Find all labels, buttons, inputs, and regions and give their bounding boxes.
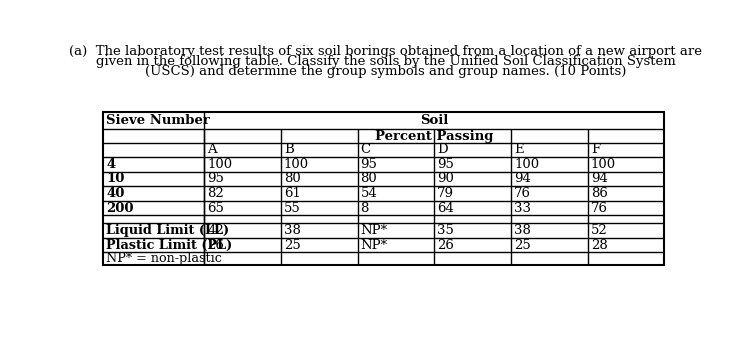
Text: 100: 100 [591,158,616,171]
Text: 86: 86 [591,187,608,200]
Text: Percent Passing: Percent Passing [375,130,493,142]
Text: 82: 82 [207,187,224,200]
Text: 94: 94 [591,172,608,185]
Text: 200: 200 [106,202,134,215]
Text: 25: 25 [514,238,531,252]
Text: E: E [514,144,523,156]
Text: 38: 38 [284,224,301,237]
Text: 55: 55 [284,202,301,215]
Text: Soil: Soil [420,114,448,127]
Text: Liquid Limit (LL): Liquid Limit (LL) [106,224,229,237]
Text: 65: 65 [207,202,224,215]
Text: 33: 33 [514,202,531,215]
Text: (a)  The laboratory test results of six soil borings obtained from a location of: (a) The laboratory test results of six s… [69,45,702,58]
Text: 100: 100 [207,158,232,171]
Text: D: D [438,144,448,156]
Text: 94: 94 [514,172,531,185]
Text: 54: 54 [361,187,378,200]
Text: F: F [591,144,600,156]
Text: Plastic Limit (PL): Plastic Limit (PL) [106,238,232,252]
Text: 95: 95 [207,172,224,185]
Text: 76: 76 [591,202,608,215]
Text: 95: 95 [438,158,454,171]
Text: 42: 42 [207,224,224,237]
Text: 80: 80 [361,172,378,185]
Text: 26: 26 [207,238,224,252]
Text: 40: 40 [106,187,125,200]
Text: 64: 64 [438,202,454,215]
Text: 90: 90 [438,172,454,185]
Text: 8: 8 [361,202,369,215]
Text: C: C [361,144,371,156]
Text: 4: 4 [106,158,116,171]
Text: 79: 79 [438,187,454,200]
Text: 76: 76 [514,187,531,200]
Text: 52: 52 [591,224,608,237]
Text: 100: 100 [284,158,309,171]
Text: NP*: NP* [361,238,388,252]
Text: given in the following table. Classify the soils by the Unified Soil Classificat: given in the following table. Classify t… [96,55,675,68]
Text: NP*: NP* [361,224,388,237]
Text: 35: 35 [438,224,454,237]
Text: 80: 80 [284,172,301,185]
Text: (USCS) and determine the group symbols and group names. (10 Points): (USCS) and determine the group symbols a… [144,65,626,78]
Text: 38: 38 [514,224,531,237]
Text: 26: 26 [438,238,454,252]
Text: B: B [284,144,293,156]
Text: 61: 61 [284,187,301,200]
Text: A: A [207,144,217,156]
Text: NP* = non-plastic: NP* = non-plastic [106,252,223,265]
Text: Sieve Number: Sieve Number [106,114,211,127]
Text: 95: 95 [361,158,378,171]
Text: 25: 25 [284,238,301,252]
Text: 100: 100 [514,158,539,171]
Text: 10: 10 [106,172,125,185]
Text: 28: 28 [591,238,608,252]
Bar [103,112,665,265]
